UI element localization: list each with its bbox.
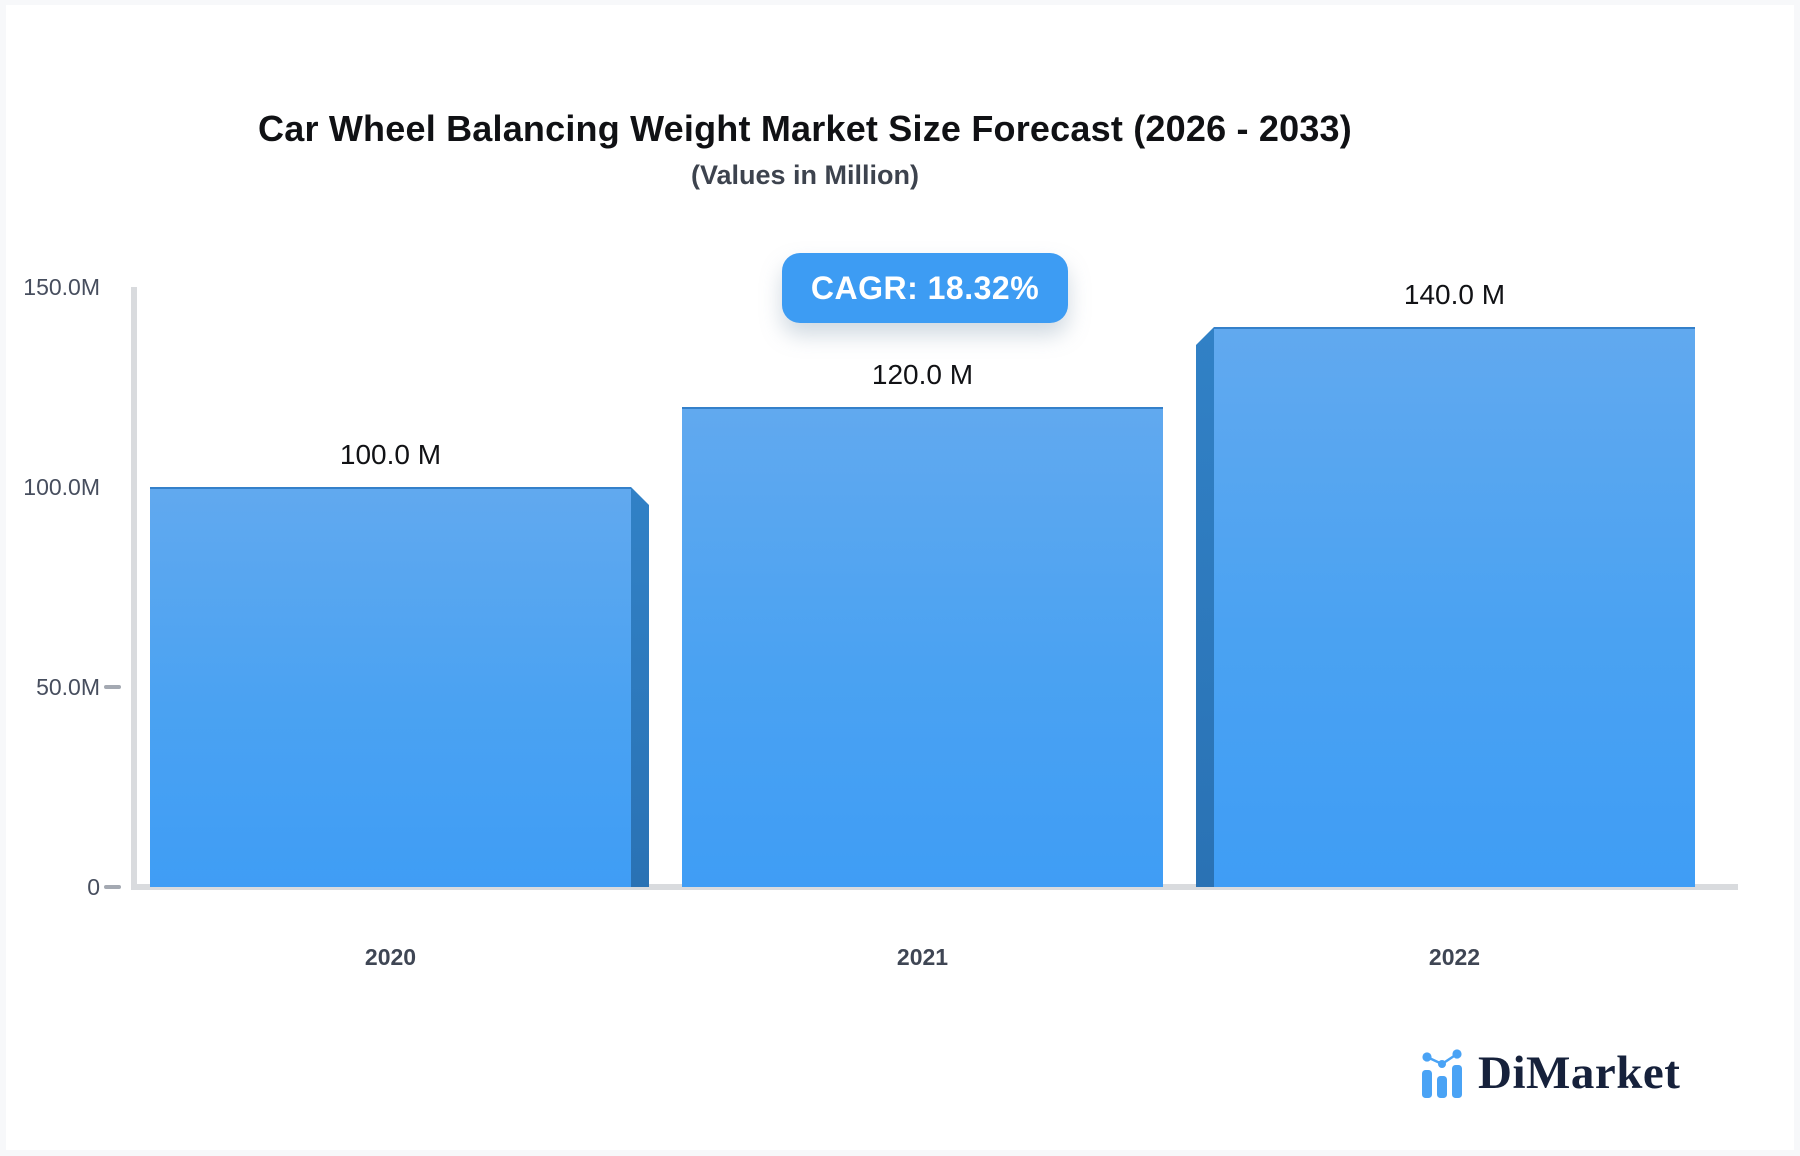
bar-value-label-2021: 120.0 M bbox=[871, 359, 974, 390]
y-tick-dash-50 bbox=[104, 685, 121, 689]
bar-bevel-2020 bbox=[631, 487, 649, 887]
y-axis-line bbox=[131, 287, 137, 888]
bar-2020[interactable] bbox=[150, 487, 631, 887]
x-tick-label-2020: 2020 bbox=[364, 944, 417, 970]
mini-bar-chart-icon bbox=[1422, 1049, 1462, 1098]
y-tick-label-50: 50.0M bbox=[36, 674, 100, 700]
chart-subtitle: (Values in Million) bbox=[690, 160, 920, 190]
bar-value-label-2022: 140.0 M bbox=[1403, 279, 1506, 310]
bar-value-label-2020: 100.0 M bbox=[339, 439, 442, 470]
brand-logo-text: DiMarket bbox=[1478, 1047, 1681, 1099]
cagr-badge: CAGR: 18.32% bbox=[782, 253, 1068, 323]
cagr-badge-label: CAGR: 18.32% bbox=[810, 269, 1040, 306]
y-tick-label-0: 0 bbox=[87, 874, 100, 900]
x-axis-line bbox=[131, 884, 1738, 890]
y-tick-label-150: 150.0M bbox=[23, 274, 100, 300]
y-tick-dash-0 bbox=[104, 885, 121, 889]
bar-bevel-2022 bbox=[1196, 327, 1214, 887]
x-tick-label-2022: 2022 bbox=[1428, 944, 1481, 970]
bar-2021[interactable] bbox=[682, 407, 1163, 887]
y-tick-label-100: 100.0M bbox=[23, 474, 100, 500]
brand-logo: DiMarket bbox=[1420, 1036, 1680, 1098]
chart-title: Car Wheel Balancing Weight Market Size F… bbox=[258, 108, 1352, 149]
x-tick-label-2021: 2021 bbox=[896, 944, 949, 970]
bar-2022[interactable] bbox=[1214, 327, 1695, 887]
